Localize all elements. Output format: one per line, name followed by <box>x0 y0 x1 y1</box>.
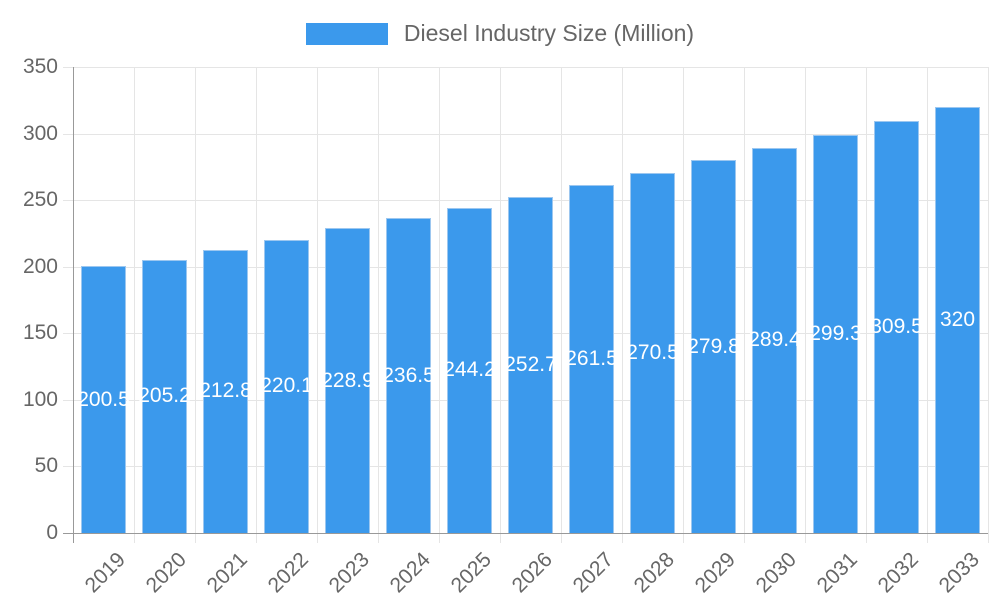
x-tick-label: 2026 <box>507 548 557 598</box>
bar[interactable] <box>813 134 858 533</box>
x-tick <box>744 533 745 543</box>
y-tick-label: 250 <box>22 188 58 212</box>
x-gridline <box>805 67 806 533</box>
y-gridline <box>63 133 988 135</box>
x-tick-label: 2019 <box>80 548 130 598</box>
x-gridline <box>866 67 867 533</box>
x-tick-label: 2031 <box>812 548 862 598</box>
legend-label: Diesel Industry Size (Million) <box>403 20 695 46</box>
y-tick-label: 150 <box>22 321 58 345</box>
y-gridline <box>63 67 988 68</box>
bar[interactable] <box>508 196 553 533</box>
x-tick-label: 2033 <box>934 548 984 598</box>
x-tick-label: 2029 <box>690 548 740 598</box>
x-tick <box>195 533 196 543</box>
x-tick-label: 2021 <box>202 548 252 598</box>
x-tick <box>317 533 318 543</box>
x-gridline <box>500 67 501 533</box>
x-gridline <box>317 67 318 533</box>
x-tick <box>683 533 684 543</box>
x-gridline <box>744 67 745 533</box>
bar[interactable] <box>691 160 736 533</box>
bar[interactable] <box>630 172 675 533</box>
x-gridline <box>439 67 440 533</box>
x-gridline <box>988 67 989 533</box>
x-tick <box>561 533 562 543</box>
x-tick-label: 2023 <box>324 548 374 598</box>
x-gridline <box>683 67 684 533</box>
x-tick-label: 2025 <box>446 548 496 598</box>
x-tick-label: 2020 <box>141 548 191 598</box>
x-gridline <box>927 67 928 533</box>
bar[interactable] <box>142 259 187 533</box>
x-gridline <box>134 67 135 533</box>
bar[interactable] <box>81 266 126 533</box>
x-gridline <box>195 67 196 533</box>
bar[interactable] <box>569 184 614 533</box>
y-tick-label: 0 <box>46 521 58 544</box>
x-tick <box>805 533 806 543</box>
legend[interactable]: Diesel Industry Size (Million) <box>0 20 1000 47</box>
x-tick <box>500 533 501 543</box>
y-tick-label: 200 <box>22 254 58 278</box>
x-axis-line <box>63 533 988 534</box>
x-tick <box>439 533 440 543</box>
bar[interactable] <box>874 120 919 533</box>
x-tick <box>988 533 989 543</box>
bar[interactable] <box>935 106 980 533</box>
bar[interactable] <box>203 249 248 533</box>
x-tick <box>134 533 135 543</box>
y-tick-label: 300 <box>22 121 58 145</box>
bar[interactable] <box>386 218 431 533</box>
x-tick-label: 2032 <box>873 548 923 598</box>
y-tick-label: 50 <box>34 454 58 478</box>
x-gridline <box>378 67 379 533</box>
x-gridline <box>622 67 623 533</box>
x-tick-label: 2024 <box>385 548 435 598</box>
bar[interactable] <box>325 228 370 533</box>
x-tick-label: 2030 <box>751 548 801 598</box>
bar[interactable] <box>264 239 309 533</box>
x-tick <box>866 533 867 543</box>
x-gridline <box>561 67 562 533</box>
legend-swatch <box>305 22 388 45</box>
x-tick-label: 2028 <box>629 548 679 598</box>
y-tick-label: 350 <box>22 55 58 78</box>
x-tick <box>378 533 379 543</box>
x-tick <box>927 533 928 543</box>
bar[interactable] <box>447 207 492 533</box>
bar[interactable] <box>752 147 797 533</box>
y-axis-line <box>73 67 74 543</box>
x-tick-label: 2027 <box>568 548 618 598</box>
x-tick <box>256 533 257 543</box>
y-tick-label: 100 <box>22 387 58 411</box>
x-tick <box>622 533 623 543</box>
x-tick-label: 2022 <box>263 548 313 598</box>
x-gridline <box>256 67 257 533</box>
